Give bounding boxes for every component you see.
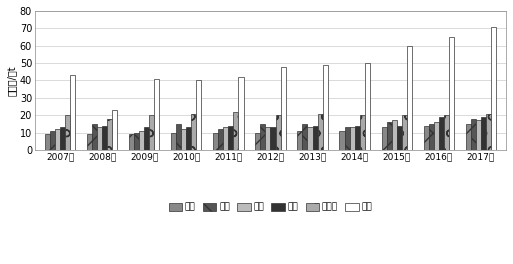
Bar: [97, 128, 102, 150]
Bar: [397, 126, 402, 150]
Bar: [318, 114, 323, 150]
Bar: [307, 128, 312, 150]
Bar: [92, 124, 97, 150]
Bar: [466, 124, 471, 150]
Bar: [233, 112, 239, 150]
Bar: [312, 126, 318, 150]
Bar: [303, 124, 307, 150]
Bar: [186, 128, 191, 150]
Bar: [102, 126, 107, 150]
Bar: [471, 119, 476, 150]
Bar: [391, 120, 397, 150]
Bar: [275, 115, 281, 150]
Bar: [387, 122, 391, 150]
Bar: [298, 131, 303, 150]
Bar: [407, 46, 412, 150]
Bar: [402, 115, 407, 150]
Bar: [219, 129, 223, 150]
Legend: 英国, 荷兰, 法国, 德国, 俄罗斯, 美国: 英国, 荷兰, 法国, 德国, 俄罗斯, 美国: [165, 199, 376, 215]
Bar: [439, 117, 444, 150]
Bar: [45, 134, 50, 150]
Bar: [154, 79, 160, 150]
Bar: [107, 119, 112, 150]
Bar: [340, 131, 345, 150]
Bar: [491, 27, 496, 150]
Bar: [144, 128, 149, 150]
Bar: [365, 63, 370, 150]
Bar: [191, 114, 196, 150]
Bar: [55, 129, 60, 150]
Bar: [129, 134, 134, 150]
Bar: [50, 131, 55, 150]
Bar: [433, 122, 439, 150]
Bar: [444, 115, 449, 150]
Bar: [476, 120, 481, 150]
Bar: [70, 75, 75, 150]
Bar: [181, 129, 186, 150]
Bar: [261, 124, 265, 150]
Bar: [149, 115, 154, 150]
Bar: [323, 65, 328, 150]
Bar: [134, 133, 139, 150]
Bar: [360, 115, 365, 150]
Bar: [382, 128, 387, 150]
Bar: [255, 133, 261, 150]
Bar: [171, 133, 176, 150]
Bar: [265, 128, 270, 150]
Bar: [345, 128, 349, 150]
Bar: [228, 126, 233, 150]
Bar: [196, 81, 202, 150]
Bar: [112, 110, 117, 150]
Bar: [139, 131, 144, 150]
Bar: [223, 128, 228, 150]
Y-axis label: 进口量/万t: 进口量/万t: [7, 65, 17, 96]
Bar: [349, 128, 354, 150]
Bar: [270, 128, 275, 150]
Bar: [176, 124, 181, 150]
Bar: [481, 117, 486, 150]
Bar: [213, 133, 219, 150]
Bar: [354, 126, 360, 150]
Bar: [429, 124, 433, 150]
Bar: [449, 37, 454, 150]
Bar: [87, 134, 92, 150]
Bar: [239, 77, 244, 150]
Bar: [65, 115, 70, 150]
Bar: [281, 67, 286, 150]
Bar: [486, 114, 491, 150]
Bar: [424, 126, 429, 150]
Bar: [60, 128, 65, 150]
